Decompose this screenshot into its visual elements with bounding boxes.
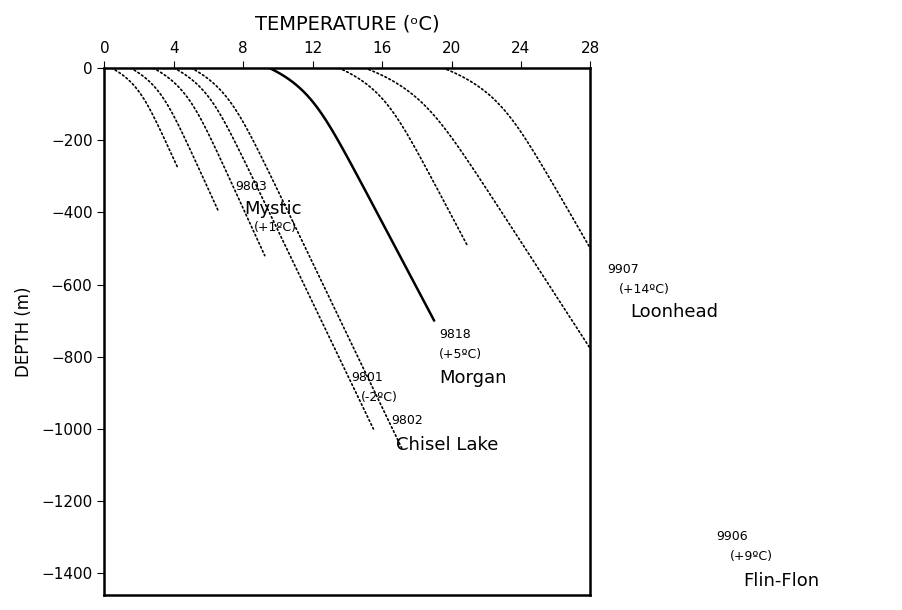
Text: (+9ºC): (+9ºC) [730,550,773,563]
Text: (+1ºC): (+1ºC) [254,221,298,234]
Text: Flin-Flon: Flin-Flon [743,572,820,589]
Text: 9907: 9907 [607,263,640,276]
Text: (+14ºC): (+14ºC) [619,282,669,296]
X-axis label: TEMPERATURE (ᵒC): TEMPERATURE (ᵒC) [255,15,439,34]
Text: (-2ºC): (-2ºC) [361,391,397,404]
Text: Chisel Lake: Chisel Lake [396,436,498,454]
Text: 9803: 9803 [235,180,267,193]
Text: Morgan: Morgan [439,370,507,387]
Y-axis label: DEPTH (m): DEPTH (m) [15,286,33,377]
Text: (+5ºC): (+5ºC) [439,348,483,361]
Text: Mystic: Mystic [244,199,302,218]
Text: Loonhead: Loonhead [630,303,718,321]
Text: 9906: 9906 [717,530,749,543]
Text: 9801: 9801 [351,371,382,384]
Text: 9818: 9818 [439,328,471,341]
Text: 9802: 9802 [391,414,422,428]
